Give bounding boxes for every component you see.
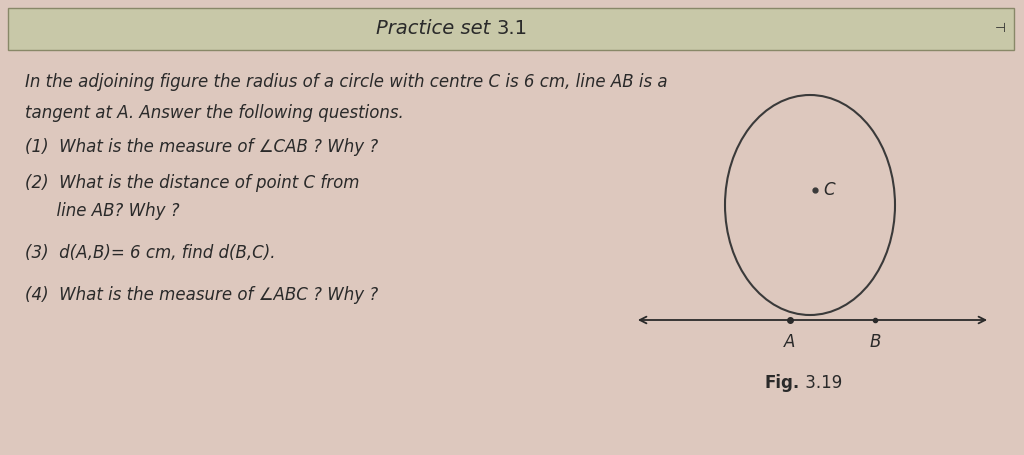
Text: In the adjoining figure the radius of a circle with centre C is 6 cm, line AB is: In the adjoining figure the radius of a … [25,73,668,91]
Text: A: A [784,333,796,351]
Text: B: B [869,333,881,351]
Text: ⊣: ⊣ [995,22,1006,35]
Text: (3)  d(A,B)= 6 cm, find d(B,C).: (3) d(A,B)= 6 cm, find d(B,C). [25,244,275,262]
Text: Fig.: Fig. [765,374,800,392]
Text: Practice set: Practice set [377,20,497,39]
Text: 3.1: 3.1 [497,20,528,39]
Text: (4)  What is the measure of ∠ABC ? Why ?: (4) What is the measure of ∠ABC ? Why ? [25,286,378,304]
Text: C: C [823,181,835,199]
FancyBboxPatch shape [8,8,1014,50]
Text: (1)  What is the measure of ∠CAB ? Why ?: (1) What is the measure of ∠CAB ? Why ? [25,138,378,156]
Text: line AB? Why ?: line AB? Why ? [25,202,179,220]
Text: (2)  What is the distance of point C from: (2) What is the distance of point C from [25,174,359,192]
Text: tangent at A. Answer the following questions.: tangent at A. Answer the following quest… [25,104,403,122]
Text: 3.19: 3.19 [800,374,843,392]
